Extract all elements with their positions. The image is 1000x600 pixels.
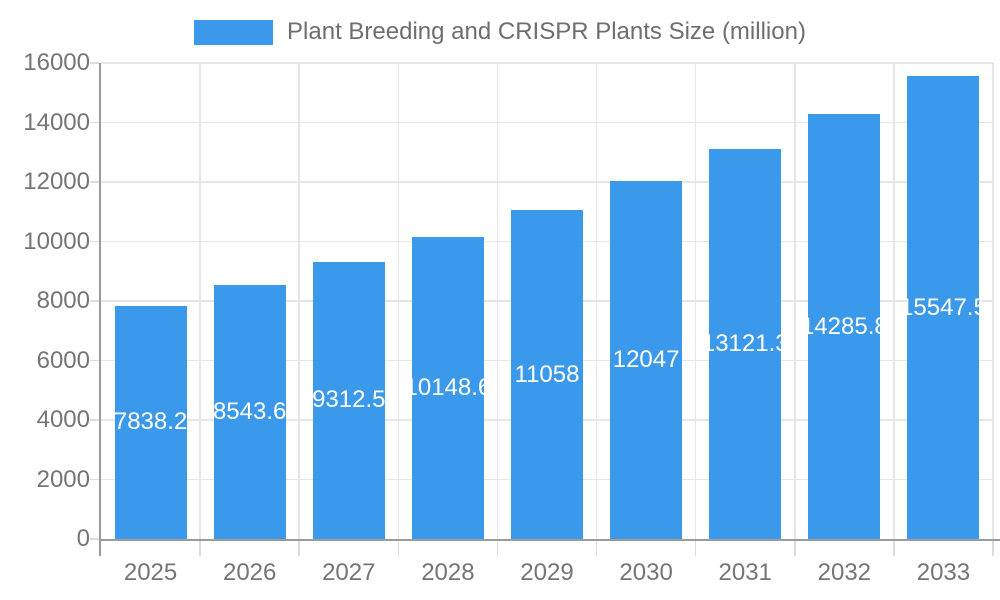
x-axis-tick-label: 2027 [322,559,376,586]
y-axis-tick [90,121,99,124]
bar-value-label: 10148.6 [412,374,484,402]
bar-value-label: 11058 [514,360,580,388]
v-gridline [694,63,697,539]
bar-value-label: 9312.5 [312,386,385,414]
bar-value-label: 13121.3 [709,329,781,357]
y-axis-tick [90,240,99,243]
v-gridline [496,63,499,539]
v-gridline [397,63,400,539]
x-axis-tick [199,541,201,556]
legend-series-label: Plant Breeding and CRISPR Plants Size (m… [287,18,806,45]
x-axis-tick-label: 2030 [619,559,673,586]
y-axis-tick-label: 8000 [36,287,90,314]
x-axis-tick-label: 2031 [718,559,772,586]
y-axis-tick [90,538,99,540]
v-gridline [992,63,994,539]
bar-value-label: 14285.8 [808,312,880,340]
x-axis-tick-label: 2028 [421,559,475,586]
y-axis-tick [90,478,99,481]
h-gridline [101,62,993,64]
x-axis-line [101,539,1000,541]
y-axis-tick [90,359,99,362]
bar[interactable]: 12047 [610,180,683,539]
bar-value-label: 7838.2 [114,408,187,436]
h-gridline [101,181,993,183]
y-axis-tick-label: 10000 [23,227,90,255]
y-axis-tick-label: 6000 [36,346,90,374]
bar-value-label: 15547.5 [907,293,979,321]
x-axis-tick [794,541,796,556]
y-axis-line [99,63,101,556]
v-gridline [794,63,796,539]
x-axis-tick [595,541,598,556]
x-axis-tick [992,541,994,556]
y-axis-tick [90,181,99,183]
bar[interactable]: 8543.6 [213,284,286,539]
y-axis-tick-label: 16000 [23,49,90,76]
x-axis-tick [397,541,400,556]
bar[interactable]: 9312.5 [312,261,385,539]
bar[interactable]: 10148.6 [411,237,484,539]
x-axis-tick-label: 2026 [222,559,277,586]
y-axis-tick [90,419,99,421]
bar[interactable]: 11058 [511,210,583,539]
x-axis-tick-label: 2033 [916,559,971,586]
v-gridline [199,63,201,539]
legend-swatch-icon [194,19,274,45]
y-axis-tick-label: 4000 [36,406,90,433]
plot-area: 7838.2 8543.6 9312.5 10148.6 11058 12047 13121… [101,62,994,539]
y-axis-tick [90,300,99,302]
y-axis-tick-label: 12000 [23,168,90,195]
x-axis-tick-label: 2029 [520,559,574,586]
v-gridline [298,63,300,539]
y-axis-tick-label: 2000 [36,465,90,493]
bar[interactable]: 14285.8 [808,114,881,539]
y-axis-tick [90,62,99,64]
x-axis-tick-label: 2032 [817,559,872,586]
bar[interactable]: 7838.2 [114,305,187,539]
y-axis-tick-label: 14000 [23,108,90,136]
y-axis-tick-label: 0 [76,525,90,552]
x-axis-tick [694,541,697,556]
v-gridline [595,63,598,539]
x-axis-tick [496,541,499,556]
bar[interactable]: 15547.5 [907,76,980,539]
x-axis-tick-label: 2025 [123,559,178,586]
x-axis-tick [893,541,895,556]
v-gridline [893,63,895,539]
h-gridline [101,121,993,124]
x-axis-tick [298,541,300,556]
bar[interactable]: 13121.3 [709,148,782,539]
bar-value-label: 12047 [612,345,680,373]
chart-legend[interactable]: Plant Breeding and CRISPR Plants Size (m… [0,17,1000,47]
bar-value-label: 8543.6 [213,397,286,425]
